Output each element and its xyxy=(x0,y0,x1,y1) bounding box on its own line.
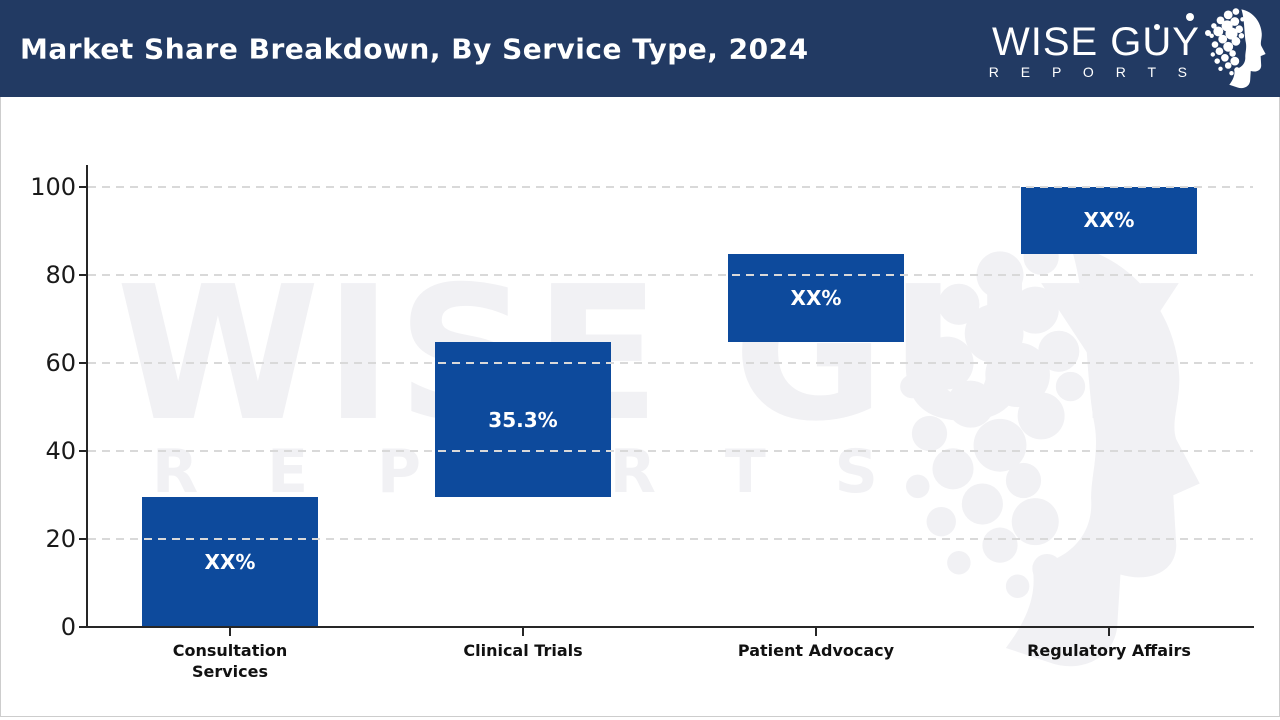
bar-segment: XX% xyxy=(142,497,318,627)
logo-brand-text: WISE GUY xyxy=(991,20,1200,64)
y-axis-line xyxy=(86,165,88,628)
x-axis-tick-mark xyxy=(1108,628,1110,636)
logo-dot-icon xyxy=(1154,24,1160,30)
bar-segment: 35.3% xyxy=(435,341,611,498)
wiseguy-head-icon xyxy=(1209,8,1266,89)
x-axis-tick-mark xyxy=(522,628,524,636)
y-axis-tick-label: 20 xyxy=(45,525,76,553)
x-axis-category-label: Clinical Trials xyxy=(463,641,583,660)
y-axis-tick-mark xyxy=(79,274,86,276)
y-axis-tick-label: 80 xyxy=(45,261,76,289)
watermark-head-icon xyxy=(900,239,1200,667)
gridline xyxy=(88,362,1253,364)
x-axis-category-label: Consultation Services xyxy=(172,641,288,682)
bar-segment: XX% xyxy=(1021,187,1197,254)
bar-value-label: XX% xyxy=(1083,208,1135,233)
gridline xyxy=(88,450,1253,452)
y-axis-tick-label: 100 xyxy=(30,173,76,201)
y-axis-tick-label: 0 xyxy=(60,613,76,641)
header-bar: Market Share Breakdown, By Service Type,… xyxy=(0,0,1280,97)
y-axis-tick-mark xyxy=(79,626,86,628)
bar-value-label: XX% xyxy=(790,285,842,310)
bar-value-label: XX% xyxy=(204,550,256,575)
x-axis-tick-mark xyxy=(815,628,817,636)
bar-value-label: 35.3% xyxy=(488,407,558,432)
y-axis-tick-label: 60 xyxy=(45,349,76,377)
gridline xyxy=(88,274,1253,276)
y-axis-tick-mark xyxy=(79,450,86,452)
wiseguy-logo: WISE GUY R E P O R T S xyxy=(989,0,1272,97)
x-axis-category-label: Patient Advocacy xyxy=(737,641,895,660)
x-axis-tick-mark xyxy=(229,628,231,636)
gridline xyxy=(88,538,1253,540)
x-axis-category-label: Regulatory Affairs xyxy=(1027,641,1191,660)
y-axis-tick-label: 40 xyxy=(45,437,76,465)
y-axis-tick-mark xyxy=(79,538,86,540)
page-title: Market Share Breakdown, By Service Type,… xyxy=(20,32,809,65)
x-axis-line xyxy=(86,626,1254,628)
bar-segment: XX% xyxy=(728,253,904,342)
y-axis-tick-mark xyxy=(79,362,86,364)
y-axis-tick-mark xyxy=(79,186,86,188)
logo-dot-icon xyxy=(1205,30,1211,36)
gridline xyxy=(88,186,1253,188)
logo-tagline-text: R E P O R T S xyxy=(988,64,1196,80)
logo-dot-icon xyxy=(1186,13,1194,21)
